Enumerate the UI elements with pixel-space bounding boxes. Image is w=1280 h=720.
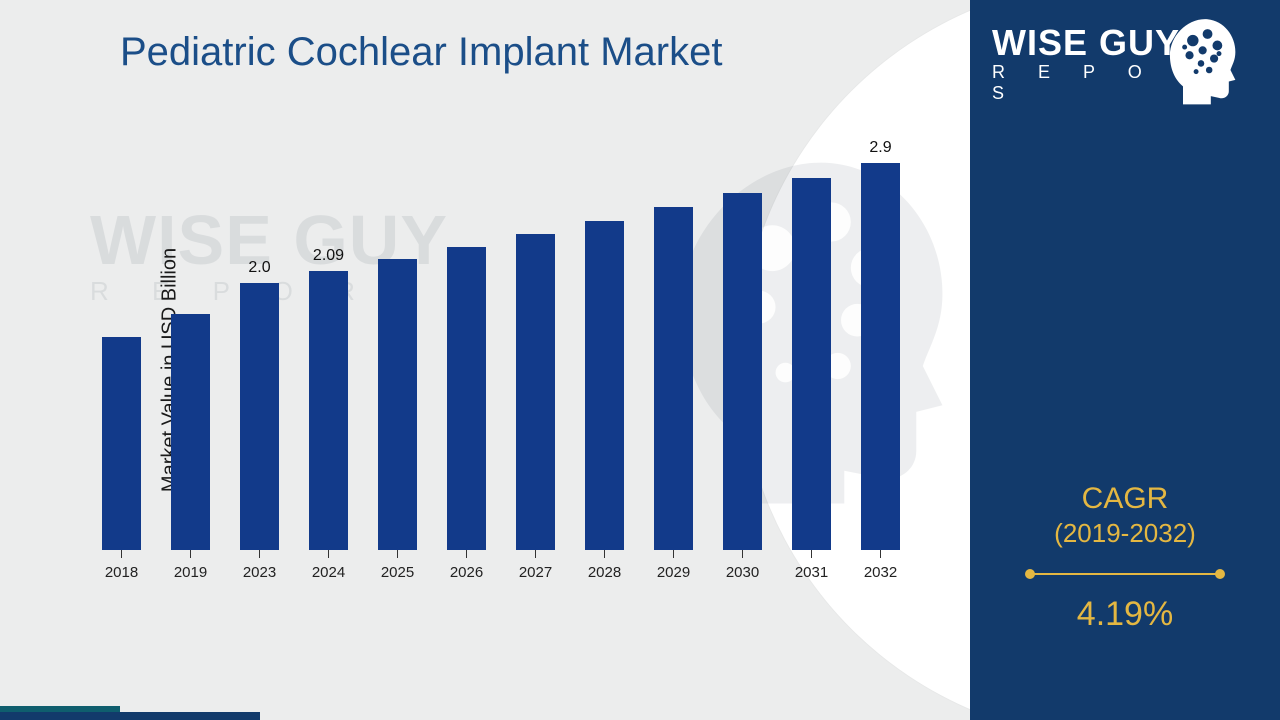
bar-column — [510, 210, 561, 550]
x-axis-label: 2026 — [450, 564, 483, 581]
cagr-label: CAGR — [1010, 482, 1240, 516]
chart-title: Pediatric Cochlear Implant Market — [120, 30, 722, 75]
x-axis-label: 2025 — [381, 564, 414, 581]
bar — [102, 337, 142, 550]
tick-mark — [328, 550, 329, 558]
bar — [792, 178, 832, 550]
tick-mark — [673, 550, 674, 558]
bar-column — [372, 235, 423, 550]
bar — [585, 221, 625, 550]
tick-mark — [397, 550, 398, 558]
x-axis: 2018 2019 2023 2024 2025 2026 2027 2028 2029 2030… — [92, 550, 910, 581]
bar — [309, 271, 349, 550]
bar-column: 2.0 — [234, 259, 285, 550]
cagr-value: 4.19% — [1010, 595, 1240, 634]
bar — [171, 314, 211, 550]
bar — [378, 259, 418, 550]
x-tick: 2019 — [165, 550, 216, 581]
tick-mark — [535, 550, 536, 558]
cagr-period: (2019-2032) — [1010, 518, 1240, 549]
bar-column — [648, 183, 699, 550]
bar-value-label: 2.09 — [313, 247, 344, 265]
tick-mark — [190, 550, 191, 558]
x-tick: 2024 — [303, 550, 354, 581]
bottom-corner-accent — [0, 706, 260, 720]
brand-logo: WISE GUY R E P O R T S — [992, 22, 1252, 104]
bar-column: 2.09 — [303, 247, 354, 550]
tick-mark — [121, 550, 122, 558]
x-tick: 2025 — [372, 550, 423, 581]
bar — [447, 247, 487, 550]
bar-column: 2.9 — [855, 139, 906, 550]
x-axis-label: 2019 — [174, 564, 207, 581]
x-axis-label: 2030 — [726, 564, 759, 581]
bar-value-label: 2.0 — [248, 259, 270, 277]
bar-column — [717, 169, 768, 550]
plot-area: 2.02.092.9 — [92, 150, 910, 550]
x-tick: 2028 — [579, 550, 630, 581]
tick-mark — [742, 550, 743, 558]
x-tick: 2031 — [786, 550, 837, 581]
stage: WISE GUY R E P O R T S Pediatric Cochlea… — [0, 0, 1280, 720]
bar-column — [441, 223, 492, 550]
bar-column — [579, 197, 630, 550]
tick-mark — [811, 550, 812, 558]
bar — [654, 207, 694, 550]
x-tick: 2032 — [855, 550, 906, 581]
x-axis-label: 2027 — [519, 564, 552, 581]
cagr-divider-line — [1030, 573, 1220, 575]
tick-mark — [466, 550, 467, 558]
bar-chart: Market Value in USD Billion 2.02.092.9 2… — [70, 150, 910, 590]
x-tick: 2018 — [96, 550, 147, 581]
x-tick: 2027 — [510, 550, 561, 581]
bar — [516, 234, 556, 550]
bar-column — [96, 313, 147, 550]
bar — [240, 283, 280, 550]
x-tick: 2030 — [717, 550, 768, 581]
bar-column — [786, 154, 837, 550]
logo-head-icon — [1156, 16, 1246, 106]
x-tick: 2026 — [441, 550, 492, 581]
x-axis-label: 2029 — [657, 564, 690, 581]
bar-value-label: 2.9 — [869, 139, 891, 157]
x-tick: 2029 — [648, 550, 699, 581]
bar-column — [165, 290, 216, 550]
x-axis-label: 2024 — [312, 564, 345, 581]
tick-mark — [259, 550, 260, 558]
x-axis-label: 2032 — [864, 564, 897, 581]
x-tick: 2023 — [234, 550, 285, 581]
x-axis-label: 2023 — [243, 564, 276, 581]
x-axis-label: 2028 — [588, 564, 621, 581]
x-axis-label: 2018 — [105, 564, 138, 581]
tick-mark — [604, 550, 605, 558]
bar — [723, 193, 763, 550]
cagr-block: CAGR (2019-2032) 4.19% — [1010, 482, 1240, 634]
bar — [861, 163, 901, 550]
tick-mark — [880, 550, 881, 558]
x-axis-label: 2031 — [795, 564, 828, 581]
